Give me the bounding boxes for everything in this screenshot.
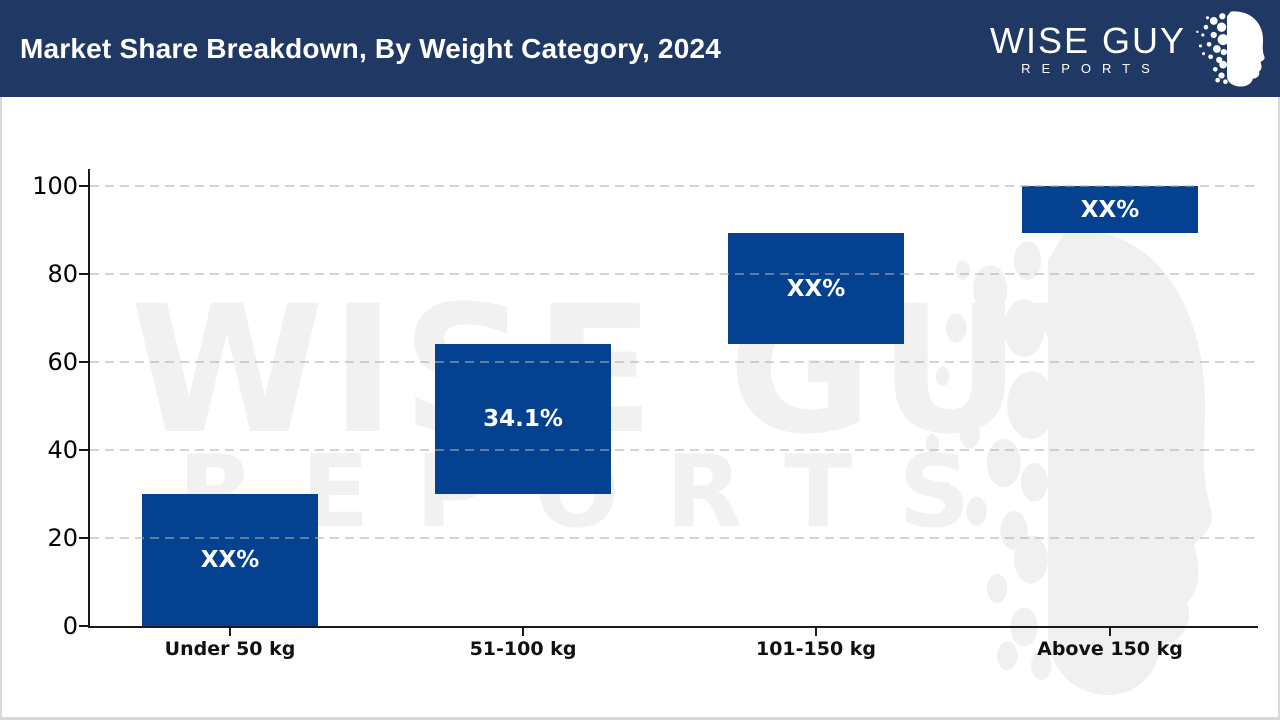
y-tick-label-0: 0 <box>62 612 78 640</box>
y-tick-mark-40 <box>79 449 89 451</box>
y-tick-label-40: 40 <box>47 436 78 464</box>
gridline-60 <box>90 361 1257 363</box>
gridline-100 <box>90 185 1257 187</box>
bar-101-150-kg <box>728 233 904 344</box>
y-tick-label-60: 60 <box>47 348 78 376</box>
bar-value-label-51-100-kg: 34.1% <box>483 405 563 432</box>
bar-value-label-101-150-kg: XX% <box>786 275 846 302</box>
y-axis-line <box>88 169 90 628</box>
gridline-40 <box>90 449 1257 451</box>
x-tick-label-51-100-kg: 51-100 kg <box>469 638 577 660</box>
bar-value-label-under-50-kg: XX% <box>200 547 260 573</box>
gridline-20 <box>90 537 1257 539</box>
wise-guy-logo: WISE GUY REPORTS <box>990 5 1266 93</box>
bar-51-100-kg <box>435 343 611 494</box>
x-axis-line <box>88 626 1258 628</box>
logo-subtitle: REPORTS <box>1021 60 1161 76</box>
x-tick-label-under-50-kg: Under 50 kg <box>164 638 296 660</box>
header: Market Share Breakdown, By Weight Catego… <box>0 0 1280 97</box>
x-tick-mark-51-100-kg <box>522 628 524 636</box>
logo-wordmark: WISE GUY <box>989 19 1186 61</box>
bar-under-50-kg <box>142 494 318 626</box>
y-tick-label-20: 20 <box>47 524 78 552</box>
page-title: Market Share Breakdown, By Weight Catego… <box>20 32 722 64</box>
bar-value-label-above-150-kg: XX% <box>1080 196 1140 223</box>
x-tick-label-above-150-kg: Above 150 kg <box>1037 638 1183 660</box>
x-tick-mark-above-150-kg <box>1109 628 1111 636</box>
watermark-dotted-head-icon <box>913 230 1212 696</box>
y-tick-label-80: 80 <box>47 260 78 288</box>
x-tick-mark-under-50-kg <box>229 628 231 636</box>
dotted-head-icon <box>1196 10 1265 87</box>
y-tick-mark-20 <box>79 537 89 539</box>
y-tick-mark-80 <box>79 273 89 275</box>
x-tick-label-101-150-kg: 101-150 kg <box>755 638 877 660</box>
y-tick-mark-0 <box>79 625 89 627</box>
x-tick-mark-101-150-kg <box>815 628 817 636</box>
gridline-80 <box>90 273 1257 275</box>
y-tick-mark-60 <box>79 361 89 363</box>
y-tick-label-100: 100 <box>32 172 78 200</box>
bar-above-150-kg <box>1022 186 1198 234</box>
y-tick-mark-100 <box>79 185 89 187</box>
logo-text: WISE GUY REPORTS <box>989 19 1186 76</box>
